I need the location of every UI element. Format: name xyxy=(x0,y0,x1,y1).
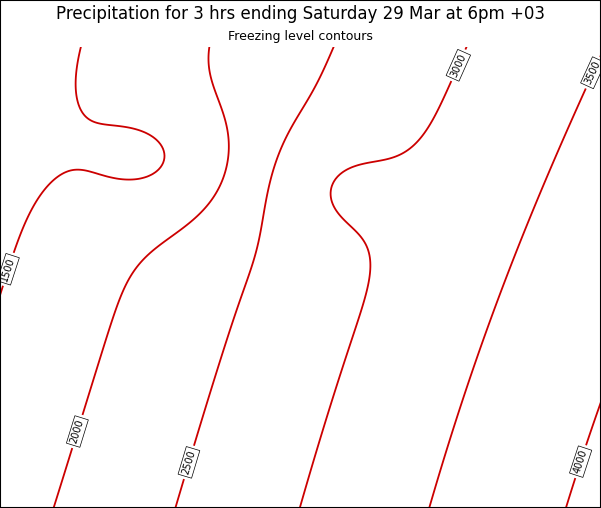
Text: Precipitation for 3 hrs ending Saturday 29 Mar at 6pm +03: Precipitation for 3 hrs ending Saturday … xyxy=(56,5,545,23)
Text: 1500: 1500 xyxy=(0,256,17,282)
Text: 2500: 2500 xyxy=(181,449,197,475)
Text: 3500: 3500 xyxy=(584,59,601,86)
Text: 4000: 4000 xyxy=(572,449,589,475)
Text: 2000: 2000 xyxy=(69,418,86,444)
Text: 3000: 3000 xyxy=(449,52,468,79)
Text: Freezing level contours: Freezing level contours xyxy=(228,30,373,43)
